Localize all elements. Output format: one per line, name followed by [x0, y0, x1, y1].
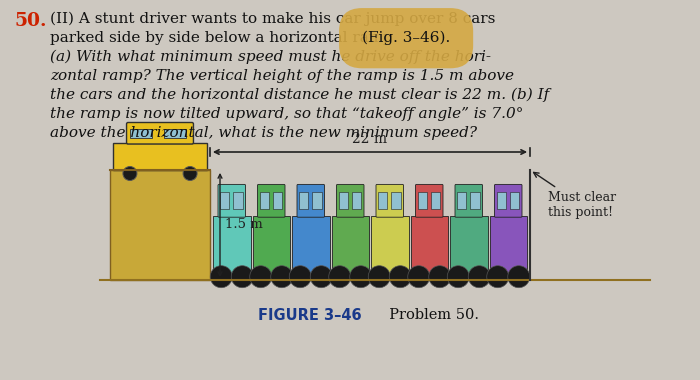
- Circle shape: [183, 166, 197, 180]
- Text: parked side by side below a horizontal ramp: parked side by side below a horizontal r…: [50, 31, 398, 45]
- Circle shape: [210, 266, 232, 288]
- Bar: [110, 170, 210, 280]
- Bar: [410, 216, 448, 280]
- Bar: [371, 216, 409, 280]
- Bar: [496, 193, 506, 209]
- Text: Problem 50.: Problem 50.: [380, 308, 479, 322]
- Bar: [430, 193, 440, 209]
- Circle shape: [389, 266, 412, 288]
- Text: (Fig. 3–46).: (Fig. 3–46).: [362, 31, 450, 45]
- Text: (a) With what minimum speed must he drive off the hori-: (a) With what minimum speed must he driv…: [50, 50, 491, 64]
- Text: 50.: 50.: [14, 12, 46, 30]
- Circle shape: [123, 166, 137, 180]
- Bar: [213, 216, 251, 280]
- FancyBboxPatch shape: [297, 184, 325, 217]
- Circle shape: [329, 266, 351, 288]
- Bar: [489, 216, 527, 280]
- Bar: [273, 193, 282, 209]
- Bar: [510, 193, 519, 209]
- Bar: [113, 142, 207, 170]
- Text: the ramp is now tilted upward, so that “takeoff angle” is 7.0°: the ramp is now tilted upward, so that “…: [50, 107, 524, 121]
- Bar: [417, 193, 427, 209]
- Text: FIGURE 3–46: FIGURE 3–46: [258, 308, 362, 323]
- Bar: [352, 193, 361, 209]
- FancyBboxPatch shape: [494, 184, 522, 217]
- Bar: [470, 193, 480, 209]
- Circle shape: [428, 266, 451, 288]
- Bar: [457, 193, 466, 209]
- Bar: [339, 193, 348, 209]
- FancyBboxPatch shape: [376, 184, 403, 217]
- FancyBboxPatch shape: [416, 184, 443, 217]
- Circle shape: [447, 266, 469, 288]
- Circle shape: [289, 266, 312, 288]
- Text: above the horizontal, what is the new minimum speed?: above the horizontal, what is the new mi…: [50, 126, 477, 140]
- Circle shape: [250, 266, 272, 288]
- Circle shape: [350, 266, 372, 288]
- Bar: [164, 129, 186, 138]
- FancyBboxPatch shape: [127, 122, 193, 144]
- Bar: [292, 216, 330, 280]
- FancyBboxPatch shape: [337, 184, 364, 217]
- Bar: [260, 193, 269, 209]
- Text: the cars and the horizontal distance he must clear is 22 m. (b) If: the cars and the horizontal distance he …: [50, 88, 550, 102]
- Text: 1.5 m: 1.5 m: [225, 218, 262, 231]
- Bar: [233, 193, 243, 209]
- Text: Must clear
this point!: Must clear this point!: [533, 173, 616, 219]
- Bar: [332, 216, 369, 280]
- Circle shape: [310, 266, 332, 288]
- Bar: [378, 193, 387, 209]
- Text: zontal ramp? The vertical height of the ramp is 1.5 m above: zontal ramp? The vertical height of the …: [50, 69, 514, 83]
- FancyBboxPatch shape: [218, 184, 246, 217]
- Circle shape: [231, 266, 253, 288]
- Bar: [312, 193, 322, 209]
- Bar: [130, 129, 152, 138]
- Text: 22 m: 22 m: [352, 132, 388, 146]
- Circle shape: [407, 266, 430, 288]
- Circle shape: [508, 266, 530, 288]
- Bar: [220, 193, 230, 209]
- Circle shape: [271, 266, 293, 288]
- FancyBboxPatch shape: [258, 184, 285, 217]
- Circle shape: [368, 266, 391, 288]
- FancyBboxPatch shape: [455, 184, 482, 217]
- Bar: [299, 193, 309, 209]
- Circle shape: [468, 266, 490, 288]
- Bar: [450, 216, 487, 280]
- Bar: [253, 216, 290, 280]
- Bar: [391, 193, 400, 209]
- Text: (II) A stunt driver wants to make his car jump over 8 cars: (II) A stunt driver wants to make his ca…: [50, 12, 496, 26]
- Circle shape: [486, 266, 509, 288]
